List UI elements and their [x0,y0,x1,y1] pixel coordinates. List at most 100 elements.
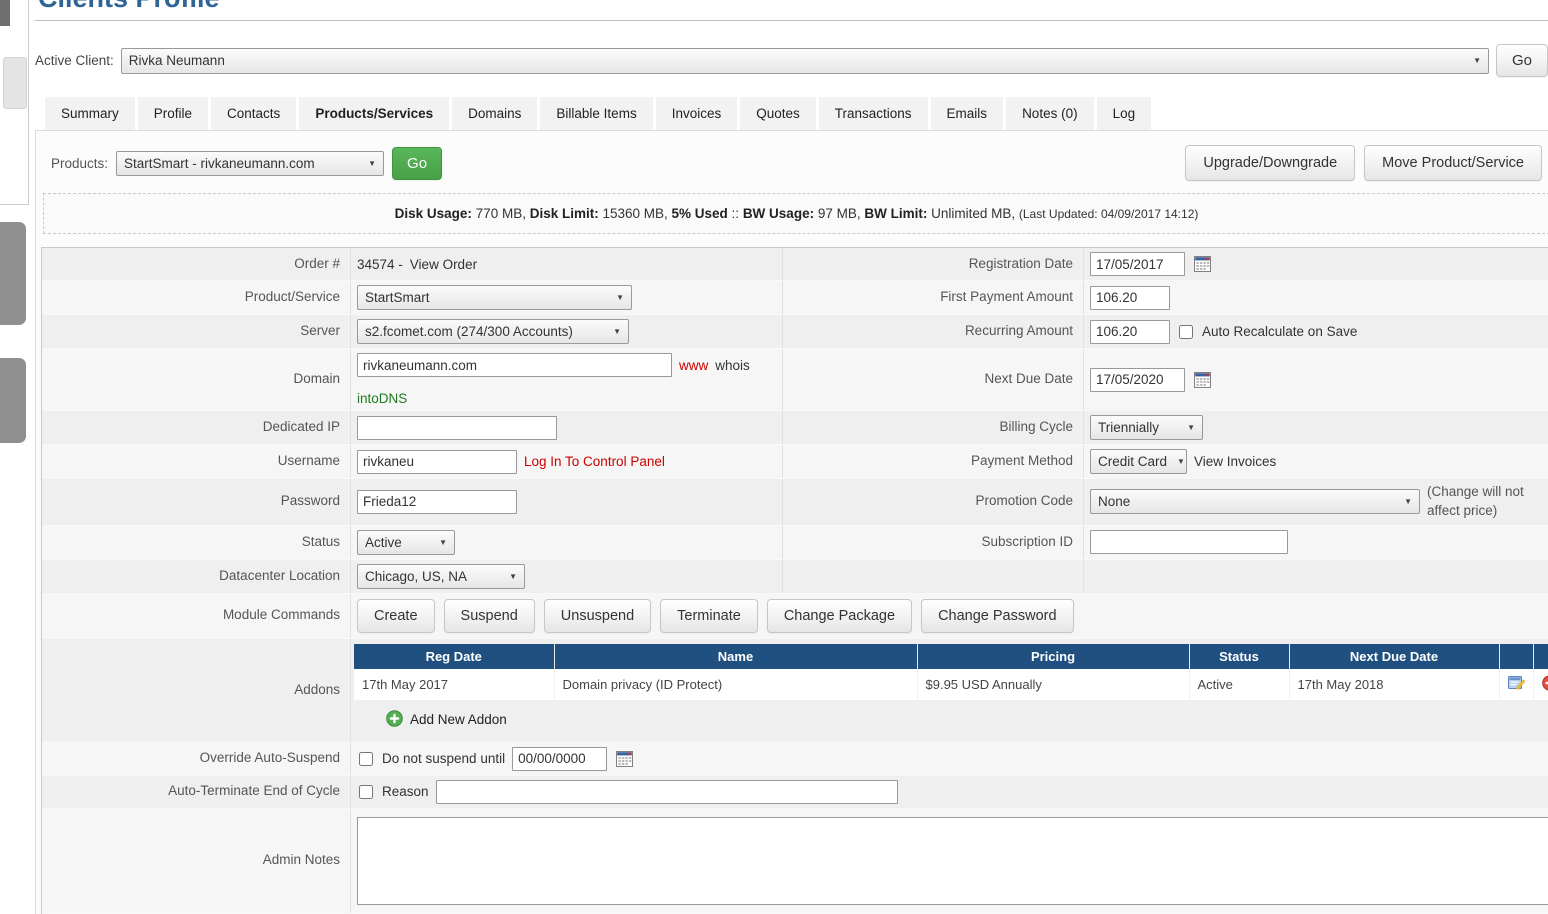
bw-usage-label: BW Usage: [743,206,814,221]
tab-transactions[interactable]: Transactions [819,97,928,130]
username-input[interactable] [357,450,517,474]
addons-header-status: Status [1189,644,1289,669]
payment-method-select[interactable]: Credit Card ▼ [1090,449,1187,474]
calendar-icon[interactable] [616,751,633,767]
reason-text: Reason [382,784,429,799]
active-client-select[interactable]: Rivka Neumann ▼ [121,48,1489,74]
tab-log[interactable]: Log [1097,97,1152,130]
active-client-bar: Active Client: Rivka Neumann ▼ Go [35,44,1548,77]
edit-addon-icon[interactable] [1499,669,1533,700]
billing-cycle-value: Triennially [1098,420,1159,435]
view-invoices-link[interactable]: View Invoices [1194,454,1276,469]
module-terminate-button[interactable]: Terminate [660,599,758,633]
addons-table: Reg Date Name Pricing Status Next Due Da… [354,644,1548,700]
addons-label: Addons [42,639,350,742]
disk-limit-value: 15360 MB, [599,206,672,221]
chevron-down-icon: ▼ [509,572,517,581]
chevron-down-icon: ▼ [616,293,624,302]
addon-row: 17th May 2017 Domain privacy (ID Protect… [354,669,1548,700]
module-change-password-button[interactable]: Change Password [921,599,1074,633]
subscription-id-input[interactable] [1090,530,1288,554]
addons-header-reg-date: Reg Date [354,644,554,669]
username-label: Username [42,445,350,478]
order-number: 34574 - [357,257,403,272]
module-suspend-button[interactable]: Suspend [444,599,535,633]
addons-header-delete [1533,644,1548,669]
www-link[interactable]: www [679,358,708,373]
delete-addon-icon[interactable] [1533,669,1548,700]
product-service-value: StartSmart [365,290,430,305]
tab-quotes[interactable]: Quotes [740,97,816,130]
promotion-code-label: Promotion Code [783,479,1083,525]
status-select[interactable]: Active ▼ [357,530,455,555]
first-payment-input[interactable] [1090,286,1170,310]
module-create-button[interactable]: Create [357,599,435,633]
tab-summary[interactable]: Summary [45,97,135,130]
side-handle-bottom[interactable] [0,358,26,443]
login-control-panel-link[interactable]: Log In To Control Panel [524,454,665,469]
upgrade-downgrade-button[interactable]: Upgrade/Downgrade [1185,145,1355,181]
billing-cycle-label: Billing Cycle [783,411,1083,444]
active-client-value: Rivka Neumann [129,53,225,68]
product-service-select[interactable]: StartSmart ▼ [357,285,632,310]
module-unsuspend-button[interactable]: Unsuspend [544,599,651,633]
terminate-reason-input[interactable] [436,780,898,804]
tab-domains[interactable]: Domains [452,97,537,130]
override-auto-suspend-checkbox[interactable] [359,752,373,766]
server-label: Server [42,315,350,348]
addons-header-next-due: Next Due Date [1289,644,1499,669]
whois-link[interactable]: whois [715,358,750,373]
usage-separator: :: [728,206,743,221]
auto-recalculate-checkbox[interactable] [1179,325,1193,339]
addons-header-edit [1499,644,1533,669]
move-product-service-button[interactable]: Move Product/Service [1364,145,1542,181]
admin-notes-textarea[interactable] [357,817,1548,905]
addons-header-pricing: Pricing [917,644,1189,669]
promotion-code-select[interactable]: None ▼ [1090,489,1420,514]
products-select-value: StartSmart - rivkaneumann.com [124,156,315,171]
bw-usage-value: 97 MB, [814,206,864,221]
suspend-until-date-input[interactable] [512,747,607,771]
recurring-amount-input[interactable] [1090,320,1170,344]
tab-invoices[interactable]: Invoices [656,97,738,130]
collapsed-side-tab[interactable] [3,57,27,109]
products-bar: Products: StartSmart - rivkaneumann.com … [41,131,1548,191]
next-due-date-label: Next Due Date [783,349,1083,410]
auto-terminate-checkbox[interactable] [359,785,373,799]
tab-products-services[interactable]: Products/Services [299,97,449,130]
tab-billable-items[interactable]: Billable Items [540,97,652,130]
view-order-link[interactable]: View Order [410,257,477,272]
addon-next-due: 17th May 2018 [1289,669,1499,700]
products-select[interactable]: StartSmart - rivkaneumann.com ▼ [116,151,384,176]
registration-date-input[interactable] [1090,252,1185,276]
chevron-down-icon: ▼ [368,159,376,168]
billing-cycle-select[interactable]: Triennially ▼ [1090,415,1203,440]
domain-input[interactable] [357,353,672,377]
side-handle-top[interactable] [0,222,26,325]
addon-reg-date: 17th May 2017 [354,669,554,700]
tab-profile[interactable]: Profile [138,97,208,130]
dedicated-ip-input[interactable] [357,416,557,440]
datacenter-location-select[interactable]: Chicago, US, NA ▼ [357,564,525,589]
intodns-link[interactable]: intoDNS [357,391,407,406]
next-due-date-input[interactable] [1090,368,1185,392]
active-client-go-button[interactable]: Go [1496,44,1548,77]
addons-header-name: Name [554,644,917,669]
password-input[interactable] [357,490,517,514]
server-select[interactable]: s2.fcomet.com (274/300 Accounts) ▼ [357,319,629,344]
server-value: s2.fcomet.com (274/300 Accounts) [365,324,573,339]
module-change-package-button[interactable]: Change Package [767,599,912,633]
datacenter-location-label: Datacenter Location [42,560,350,593]
add-new-addon-button[interactable]: Add New Addon [354,700,574,738]
order-label: Order # [42,248,350,280]
calendar-icon[interactable] [1194,256,1211,272]
client-tabs: Summary Profile Contacts Products/Servic… [45,97,1548,130]
tab-notes[interactable]: Notes (0) [1006,97,1094,130]
products-label: Products: [51,156,108,171]
products-go-button[interactable]: Go [392,147,442,180]
tab-contacts[interactable]: Contacts [211,97,296,130]
status-value: Active [365,535,402,550]
tab-emails[interactable]: Emails [931,97,1004,130]
calendar-icon[interactable] [1194,372,1211,388]
chevron-down-icon: ▼ [1177,457,1185,466]
